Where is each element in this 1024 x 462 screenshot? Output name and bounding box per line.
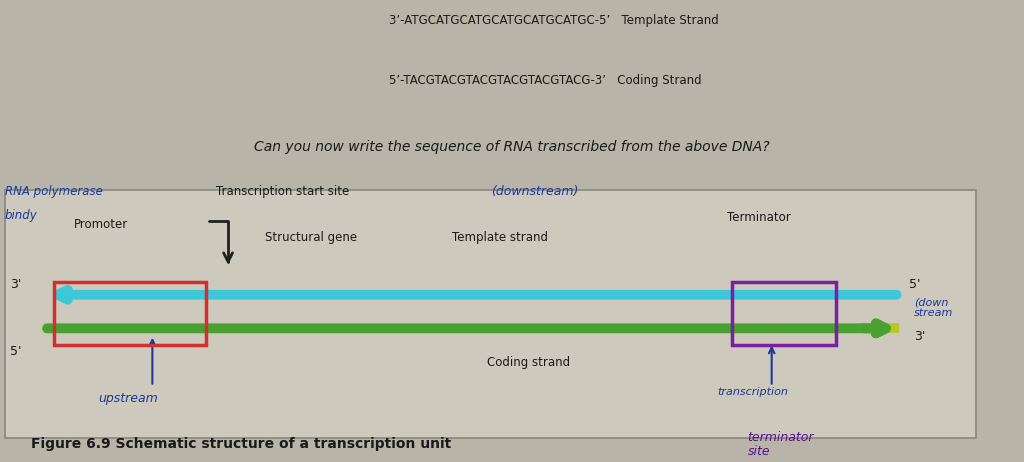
Text: 5': 5' — [909, 278, 921, 291]
Text: Template strand: Template strand — [453, 231, 548, 244]
Text: Transcription start site: Transcription start site — [216, 185, 349, 198]
Text: bindy: bindy — [5, 209, 38, 222]
Text: Can you now write the sequence of RNA transcribed from the above DNA?: Can you now write the sequence of RNA tr… — [254, 140, 770, 154]
Bar — [732, 282, 836, 345]
Text: Terminator: Terminator — [727, 211, 792, 224]
Text: 3': 3' — [10, 278, 22, 291]
Text: Coding strand: Coding strand — [486, 356, 569, 369]
Text: (downstream): (downstream) — [492, 185, 579, 198]
Text: Promoter: Promoter — [74, 219, 128, 231]
Text: upstream: upstream — [98, 392, 158, 405]
Text: (down
stream: (down stream — [914, 298, 953, 318]
Text: Structural gene: Structural gene — [265, 231, 357, 244]
Text: 5': 5' — [10, 345, 22, 358]
Text: Figure 6.9 Schematic structure of a transcription unit: Figure 6.9 Schematic structure of a tran… — [31, 437, 451, 451]
Text: transcription: transcription — [718, 387, 788, 396]
Text: 3’-ATGCATGCATGCATGCATGCATGC-5’   Template Strand: 3’-ATGCATGCATGCATGCATGCATGC-5’ Template … — [389, 13, 719, 27]
Text: terminator
site: terminator site — [748, 431, 814, 458]
Text: 5’-TACGTACGTACGTACGTACGTACG-3’   Coding Strand: 5’-TACGTACGTACGTACGTACGTACG-3’ Coding St… — [389, 74, 701, 87]
Text: 3': 3' — [914, 330, 926, 343]
Text: RNA polymerase: RNA polymerase — [5, 185, 102, 198]
Bar — [54, 282, 207, 345]
